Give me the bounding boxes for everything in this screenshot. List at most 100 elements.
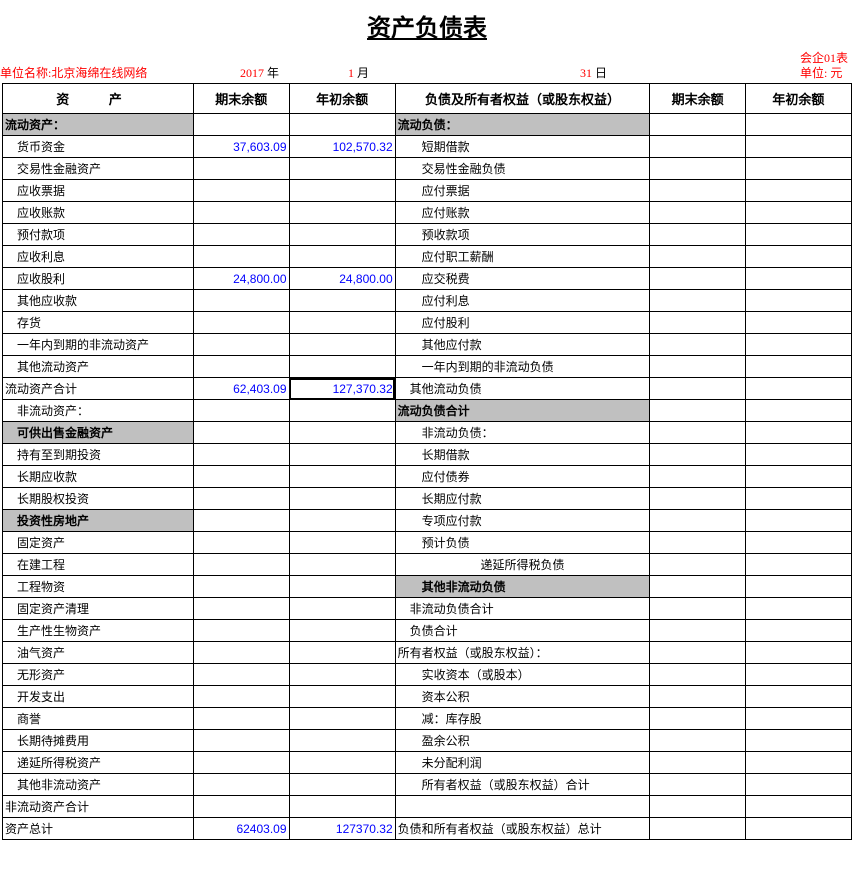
- asset-cell: 长期股权投资: [3, 488, 194, 510]
- table-row: 长期股权投资长期应付款: [3, 488, 852, 510]
- liability-cell: 其他应付款: [395, 334, 650, 356]
- table-row: 生产性生物资产负债合计: [3, 620, 852, 642]
- meta-row: 单位名称:北京海绵在线网络 2017 年 1 月 31 日 会企01表 单位: …: [0, 49, 854, 83]
- table-row: 固定资产清理非流动负债合计: [3, 598, 852, 620]
- asset-cell: 投资性房地产: [3, 510, 194, 532]
- end-balance-cell: [194, 202, 290, 224]
- asset-cell: 长期待摊费用: [3, 730, 194, 752]
- meta-year: 2017 年: [240, 64, 279, 81]
- table-row: 流动资产： 流动负债：: [3, 114, 852, 136]
- asset-cell: 固定资产: [3, 532, 194, 554]
- end-balance-cell-2: [650, 378, 746, 400]
- end-balance-cell-2: [650, 224, 746, 246]
- table-row: 流动资产合计62,403.09127,370.32其他流动负债: [3, 378, 852, 400]
- end-balance-cell: [194, 114, 290, 136]
- liability-cell: 交易性金融负债: [395, 158, 650, 180]
- liability-cell: 递延所得税负债: [395, 554, 650, 576]
- end-balance-cell-2: [650, 114, 746, 136]
- begin-balance-cell: 127370.32: [289, 818, 395, 840]
- asset-cell: 流动资产合计: [3, 378, 194, 400]
- end-balance-cell-2: [650, 136, 746, 158]
- begin-balance-cell-2: [745, 488, 851, 510]
- begin-balance-cell: [289, 752, 395, 774]
- end-balance-cell-2: [650, 268, 746, 290]
- header-row: 资 产 期末余额 年初余额 负债及所有者权益（或股东权益） 期末余额 年初余额: [3, 84, 852, 114]
- th-end2: 期末余额: [650, 84, 746, 114]
- end-balance-cell-2: [650, 422, 746, 444]
- end-balance-cell-2: [650, 686, 746, 708]
- end-balance-cell: [194, 752, 290, 774]
- asset-cell: 开发支出: [3, 686, 194, 708]
- liability-cell: 其他非流动负债: [395, 576, 650, 598]
- th-begin1: 年初余额: [289, 84, 395, 114]
- end-balance-cell: [194, 796, 290, 818]
- table-row: 长期应收款应付债券: [3, 466, 852, 488]
- begin-balance-cell: [289, 180, 395, 202]
- end-balance-cell: [194, 686, 290, 708]
- begin-balance-cell: [289, 620, 395, 642]
- begin-balance-cell-2: [745, 818, 851, 840]
- begin-balance-cell: [289, 598, 395, 620]
- th-begin2: 年初余额: [745, 84, 851, 114]
- end-balance-cell: [194, 620, 290, 642]
- begin-balance-cell: [289, 642, 395, 664]
- year-label: 年: [267, 66, 279, 80]
- asset-cell: 存货: [3, 312, 194, 334]
- begin-balance-cell: [289, 488, 395, 510]
- asset-cell: 非流动资产合计: [3, 796, 194, 818]
- page-title: 资产负债表: [0, 0, 854, 49]
- asset-cell: 固定资产清理: [3, 598, 194, 620]
- table-row: 长期待摊费用盈余公积: [3, 730, 852, 752]
- end-balance-cell-2: [650, 730, 746, 752]
- begin-balance-cell: [289, 158, 395, 180]
- table-row: 持有至到期投资长期借款: [3, 444, 852, 466]
- asset-cell: 流动资产：: [3, 114, 194, 136]
- liability-cell: 其他流动负债: [395, 378, 650, 400]
- table-row: 应收账款应付账款: [3, 202, 852, 224]
- asset-cell: 货币资金: [3, 136, 194, 158]
- table-row: 资产总计62403.09127370.32负债和所有者权益（或股东权益）总计: [3, 818, 852, 840]
- end-balance-cell-2: [650, 488, 746, 510]
- end-balance-cell-2: [650, 752, 746, 774]
- end-balance-cell: [194, 312, 290, 334]
- begin-balance-cell: [289, 246, 395, 268]
- table-row: 存货应付股利: [3, 312, 852, 334]
- begin-balance-cell-2: [745, 422, 851, 444]
- liability-cell: 非流动负债：: [395, 422, 650, 444]
- begin-balance-cell: [289, 774, 395, 796]
- end-balance-cell-2: [650, 554, 746, 576]
- end-balance-cell: 24,800.00: [194, 268, 290, 290]
- month-label: 月: [357, 66, 369, 80]
- liability-cell: 负债合计: [395, 620, 650, 642]
- table-row: 应收票据应付票据: [3, 180, 852, 202]
- end-balance-cell-2: [650, 818, 746, 840]
- begin-balance-cell: [289, 312, 395, 334]
- asset-cell: 交易性金融资产: [3, 158, 194, 180]
- table-row: 应收利息应付职工薪酬: [3, 246, 852, 268]
- end-balance-cell: [194, 730, 290, 752]
- table-row: 工程物资其他非流动负债: [3, 576, 852, 598]
- table-row: 货币资金37,603.09102,570.32短期借款: [3, 136, 852, 158]
- end-balance-cell-2: [650, 356, 746, 378]
- end-balance-cell-2: [650, 180, 746, 202]
- begin-balance-cell: [289, 730, 395, 752]
- liability-cell: 应付利息: [395, 290, 650, 312]
- begin-balance-cell-2: [745, 136, 851, 158]
- end-balance-cell-2: [650, 202, 746, 224]
- table-row: 开发支出资本公积: [3, 686, 852, 708]
- begin-balance-cell-2: [745, 246, 851, 268]
- end-balance-cell-2: [650, 796, 746, 818]
- begin-balance-cell: [289, 422, 395, 444]
- meta-right: 会企01表 单位: 元: [800, 51, 848, 81]
- liability-cell: 未分配利润: [395, 752, 650, 774]
- liability-cell: 一年内到期的非流动负债: [395, 356, 650, 378]
- liability-cell: 流动负债：: [395, 114, 650, 136]
- asset-cell: 长期应收款: [3, 466, 194, 488]
- begin-balance-cell-2: [745, 620, 851, 642]
- begin-balance-cell: [289, 466, 395, 488]
- org-name: 北京海绵在线网络: [51, 66, 147, 80]
- asset-cell: 非流动资产：: [3, 400, 194, 422]
- month-value: 1: [348, 66, 354, 80]
- table-row: 其他应收款应付利息: [3, 290, 852, 312]
- liability-cell: 预计负债: [395, 532, 650, 554]
